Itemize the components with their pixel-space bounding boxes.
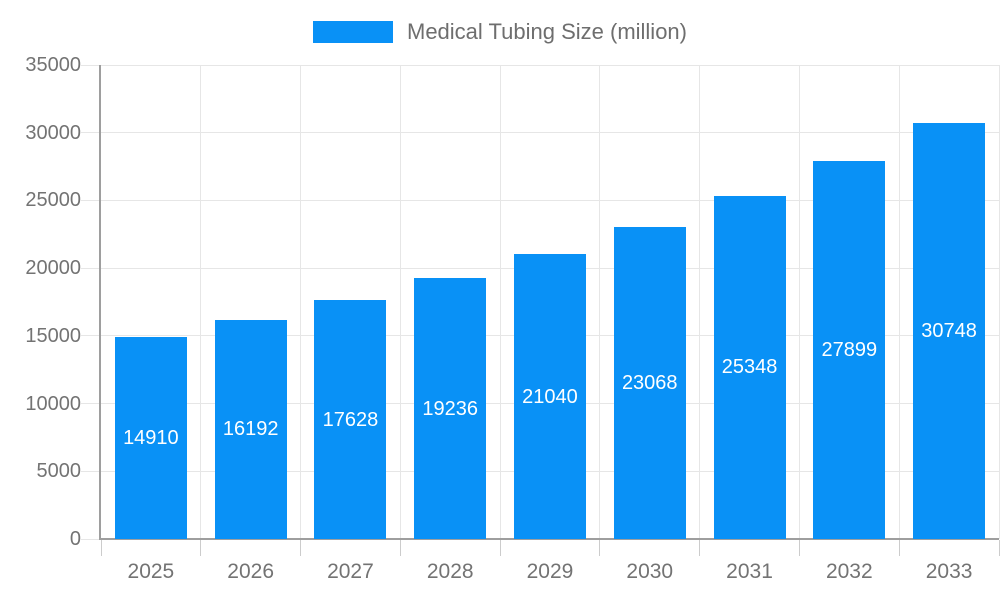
bar-value-label: 17628 [322, 408, 379, 431]
x-axis-label: 2028 [426, 560, 474, 583]
bar-value-label: 16192 [222, 418, 279, 441]
bar-value-label: 30748 [921, 319, 977, 342]
x-axis-tick [399, 540, 401, 556]
x-axis-tick [998, 540, 1000, 556]
bar[interactable] [414, 278, 487, 539]
x-axis-label: 2030 [626, 560, 674, 583]
bar[interactable] [913, 122, 986, 539]
x-axis-label: 2025 [127, 560, 175, 583]
x-axis-label: 2032 [825, 560, 873, 583]
x-axis-label: 2031 [726, 560, 773, 583]
x-axis-tick [100, 540, 102, 556]
y-axis-line [99, 65, 101, 539]
y-axis-label: 20000 [25, 257, 81, 280]
legend-series-label: Medical Tubing Size (million) [407, 19, 687, 44]
bar-value-label: 27899 [821, 339, 878, 362]
vertical-gridline [499, 65, 501, 539]
x-axis-tick [300, 540, 302, 556]
y-axis-tick [81, 403, 101, 405]
y-axis-label: 25000 [25, 189, 81, 212]
x-axis-tick [200, 540, 202, 556]
vertical-gridline [898, 65, 900, 539]
y-axis-label: 30000 [25, 121, 81, 144]
x-axis-line [99, 538, 999, 540]
vertical-gridline [300, 65, 302, 539]
bar-value-label: 19236 [422, 397, 479, 420]
bar-value-label: 25348 [721, 356, 778, 379]
bar[interactable] [813, 161, 886, 539]
horizontal-gridline [101, 132, 999, 134]
x-axis-tick [499, 540, 501, 556]
vertical-gridline [798, 65, 800, 539]
x-axis-tick [798, 540, 800, 556]
y-axis-tick [81, 538, 101, 540]
x-axis-label: 2029 [526, 560, 574, 583]
y-axis-tick [81, 267, 101, 269]
y-axis-tick [81, 335, 101, 337]
horizontal-gridline [101, 64, 999, 66]
vertical-gridline [200, 65, 202, 539]
bar[interactable] [613, 226, 686, 539]
y-axis-label: 35000 [25, 54, 81, 76]
y-axis-tick [81, 132, 101, 134]
bar[interactable] [114, 337, 187, 539]
bar-value-label: 21040 [522, 385, 578, 408]
vertical-gridline [699, 65, 701, 539]
bar[interactable] [713, 195, 786, 539]
y-axis-label: 0 [69, 528, 81, 550]
y-axis-label: 10000 [25, 392, 81, 415]
vertical-gridline [998, 65, 1000, 539]
bar[interactable] [314, 300, 387, 539]
y-axis-tick [81, 199, 101, 201]
y-axis-label: 15000 [25, 324, 81, 347]
bar[interactable] [214, 319, 287, 539]
y-axis-tick [81, 470, 101, 472]
bar-value-label: 14910 [123, 427, 179, 450]
bar[interactable] [514, 254, 586, 539]
y-axis-tick [81, 64, 101, 66]
x-axis-tick [599, 540, 601, 556]
bar-value-label: 23068 [621, 371, 678, 394]
x-axis-label: 2027 [327, 560, 374, 583]
x-axis-tick [898, 540, 900, 556]
x-axis-label: 2026 [227, 560, 274, 583]
x-axis-label: 2033 [925, 560, 973, 583]
vertical-gridline [599, 65, 601, 539]
chart-legend[interactable]: Medical Tubing Size (million) [0, 21, 1000, 43]
plot-area: 14910 16192 17628 19236 21040 23068 25348 27899… [81, 64, 1000, 556]
x-axis-tick [699, 540, 701, 556]
vertical-gridline [399, 65, 401, 539]
y-axis-label: 5000 [36, 460, 82, 483]
horizontal-gridline [101, 199, 999, 201]
legend-color-swatch-icon [313, 21, 393, 43]
